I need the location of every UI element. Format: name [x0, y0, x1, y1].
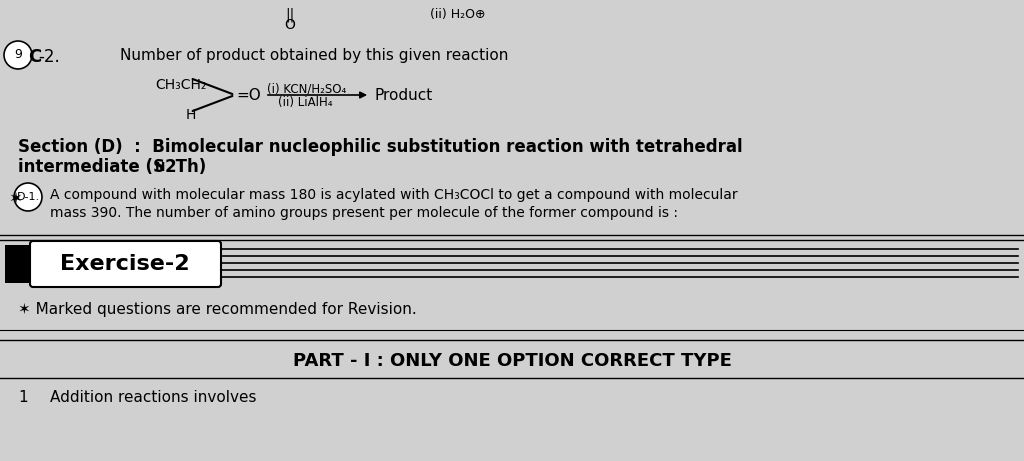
Text: ||: ||	[286, 8, 295, 23]
Text: Number of product obtained by this given reaction: Number of product obtained by this given…	[120, 48, 508, 63]
Circle shape	[14, 183, 42, 211]
Text: ✶: ✶	[8, 190, 22, 208]
Text: A compound with molecular mass 180 is acylated with CH₃COCl to get a compound wi: A compound with molecular mass 180 is ac…	[50, 188, 737, 202]
Text: 9: 9	[14, 48, 22, 61]
Text: mass 390. The number of amino groups present per molecule of the former compound: mass 390. The number of amino groups pre…	[50, 206, 678, 220]
Text: (ii) H₂O⊕: (ii) H₂O⊕	[430, 8, 485, 21]
Text: (i) KCN/H₂SO₄: (i) KCN/H₂SO₄	[267, 82, 346, 95]
Text: Exercise-2: Exercise-2	[60, 254, 189, 274]
Text: N: N	[155, 161, 165, 174]
Text: H: H	[186, 108, 197, 122]
Text: D-1.: D-1.	[16, 192, 40, 202]
Text: -2.: -2.	[38, 48, 59, 66]
Text: =O: =O	[236, 88, 261, 103]
Text: ✶ Marked questions are recommended for Revision.: ✶ Marked questions are recommended for R…	[18, 302, 417, 317]
Text: (ii) LiAlH₄: (ii) LiAlH₄	[278, 96, 333, 109]
FancyBboxPatch shape	[30, 241, 221, 287]
Text: 1: 1	[18, 390, 28, 405]
Circle shape	[4, 41, 32, 69]
Text: C: C	[28, 48, 41, 66]
Text: 2Th): 2Th)	[165, 158, 207, 176]
Text: CH₃CH₂: CH₃CH₂	[155, 78, 207, 92]
Text: Section (D)  :  Bimolecular nucleophilic substitution reaction with tetrahedral: Section (D) : Bimolecular nucleophilic s…	[18, 138, 742, 156]
Text: Product: Product	[375, 88, 433, 103]
Text: Addition reactions involves: Addition reactions involves	[50, 390, 256, 405]
Text: intermediate (S: intermediate (S	[18, 158, 165, 176]
Text: PART - I : ONLY ONE OPTION CORRECT TYPE: PART - I : ONLY ONE OPTION CORRECT TYPE	[293, 352, 731, 370]
Text: O: O	[285, 18, 296, 32]
FancyBboxPatch shape	[5, 245, 33, 283]
